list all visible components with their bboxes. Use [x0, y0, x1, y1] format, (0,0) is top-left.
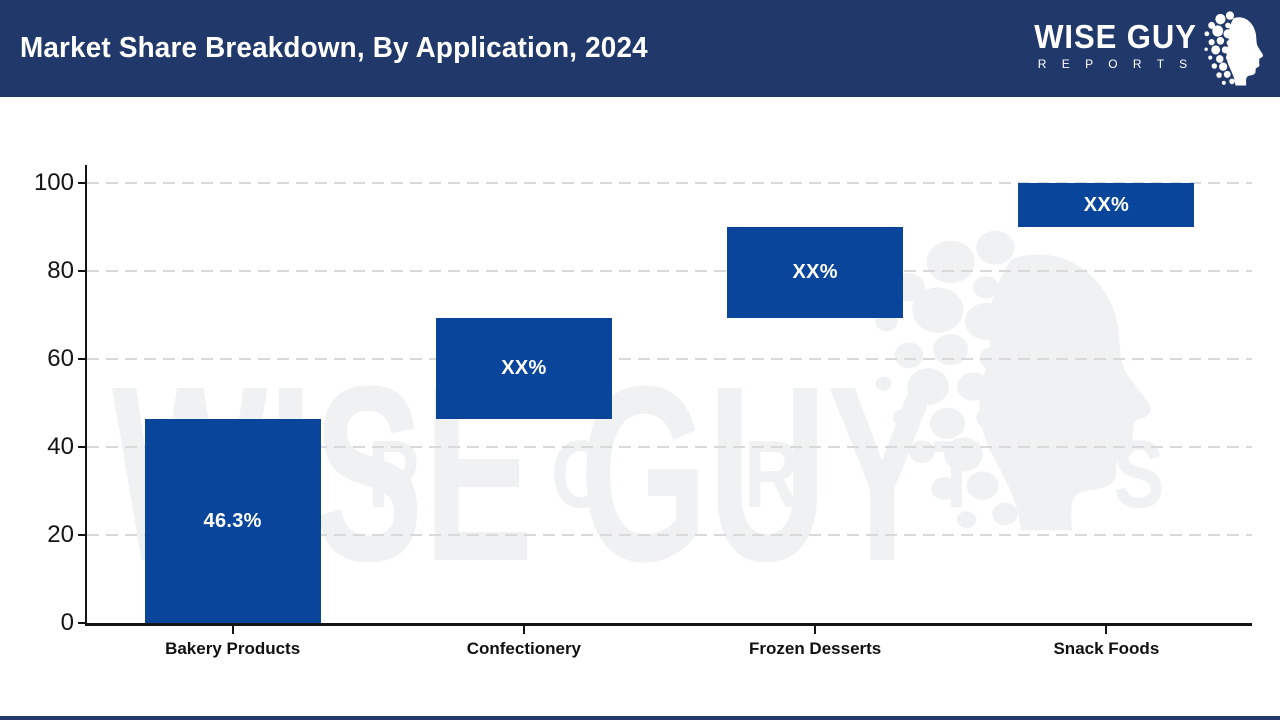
gridline: [87, 270, 1252, 272]
y-tick-label: 100: [33, 169, 74, 196]
x-tick-mark: [1105, 626, 1108, 634]
bar-value-label: XX%: [501, 356, 547, 379]
brand-logo: WISE GUY R E P O R T S: [1030, 4, 1270, 94]
bar-frozen-desserts: XX%: [727, 227, 904, 318]
gridline: [87, 182, 1252, 184]
bar-value-label: XX%: [1083, 193, 1130, 216]
x-tick-label: Confectionery: [466, 639, 582, 658]
bar-bakery-products: 46.3%: [144, 419, 321, 623]
chart-area: WISE GUY P O R T S 46.3% XX% XX% XX% Bakery…: [0, 97, 1280, 716]
y-tick-label: 20: [47, 521, 74, 548]
logo-head-icon: [1204, 11, 1263, 86]
footer-accent-bar: [0, 716, 1280, 720]
y-tick-label: 80: [47, 257, 74, 284]
header: Market Share Breakdown, By Application, …: [0, 0, 1280, 97]
gridline: [87, 446, 1252, 448]
x-tick-mark: [231, 626, 234, 634]
gridline: [87, 534, 1252, 536]
logo-wordmark-line2: R E P O R T S: [1037, 56, 1194, 71]
y-tick-mark: [78, 358, 85, 360]
bar-value-label: XX%: [792, 260, 838, 283]
y-tick-mark: [78, 534, 85, 536]
x-tick-mark: [814, 626, 817, 634]
bar-confectionery: XX%: [435, 317, 612, 420]
y-tick-label: 60: [47, 345, 74, 372]
x-tick-label: Frozen Desserts: [748, 639, 882, 658]
bar-snack-foods: XX%: [1018, 183, 1195, 227]
y-tick-mark: [78, 182, 85, 184]
bar-value-label: 46.3%: [203, 509, 262, 532]
logo-wordmark: WISE GUY R E P O R T S: [1029, 18, 1202, 71]
plot-area: 46.3% XX% XX% XX%: [85, 165, 1252, 626]
y-tick-label: 0: [60, 609, 74, 636]
gridline: [87, 358, 1252, 360]
x-tick-label: Bakery Products: [165, 639, 301, 658]
page-title: Market Share Breakdown, By Application, …: [20, 32, 648, 64]
x-tick-mark: [522, 626, 525, 634]
x-tick-label: Snack Foods: [1053, 639, 1160, 658]
y-tick-mark: [78, 270, 85, 272]
y-tick-mark: [78, 622, 85, 624]
logo-wordmark-line1: WISE GUY: [1034, 18, 1197, 55]
y-tick-label: 40: [47, 433, 74, 460]
y-tick-mark: [78, 446, 85, 448]
